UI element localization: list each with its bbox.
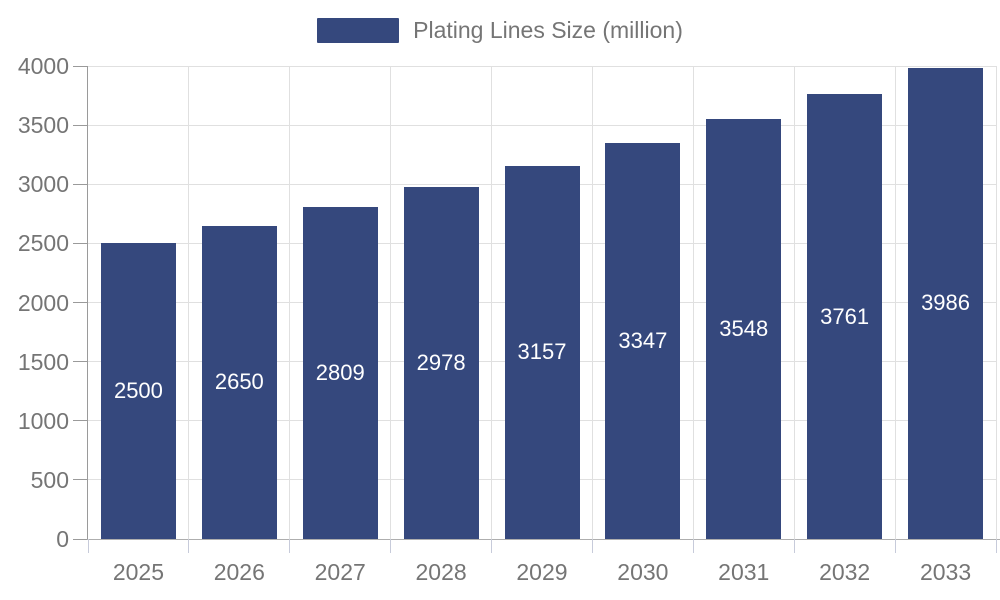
x-axis-tick — [692, 539, 694, 553]
x-axis-tick — [87, 539, 89, 553]
bar-value-label: 3548 — [719, 316, 769, 342]
bar[interactable] — [605, 143, 681, 539]
y-axis-tick — [73, 242, 87, 244]
x-axis-tick — [188, 539, 190, 553]
x-axis-tick — [591, 539, 593, 553]
y-tick-label: 500 — [30, 466, 69, 493]
v-gridline — [692, 66, 694, 539]
x-tick-label: 2032 — [819, 559, 871, 585]
x-axis-tick — [289, 539, 291, 553]
v-gridline — [591, 66, 593, 539]
x-tick-label: 2028 — [415, 559, 467, 585]
h-gridline — [88, 124, 996, 126]
v-gridline — [188, 66, 190, 539]
bar-value-label: 3157 — [517, 339, 567, 365]
y-tick-label: 3500 — [17, 112, 69, 139]
bar[interactable] — [908, 67, 984, 539]
x-axis-tick — [793, 539, 795, 553]
y-tick-label: 2000 — [17, 289, 69, 316]
bar-value-label: 3347 — [618, 328, 668, 354]
x-tick-label: 2033 — [919, 559, 972, 585]
bar[interactable] — [302, 206, 378, 539]
y-axis-tick — [73, 302, 87, 303]
legend-label: Plating Lines Size (million) — [413, 17, 683, 43]
y-tick-label: 4000 — [17, 53, 69, 79]
bar-value-label: 2809 — [315, 359, 365, 385]
v-gridline — [390, 66, 392, 539]
y-axis-tick — [73, 124, 87, 126]
v-gridline — [793, 66, 795, 539]
bar-value-label: 2500 — [113, 378, 163, 404]
y-tick-label: 1000 — [17, 407, 69, 434]
legend-swatch — [317, 18, 400, 43]
x-axis-line — [82, 539, 1000, 540]
v-gridline — [894, 66, 896, 539]
bar-value-label: 2978 — [416, 349, 466, 375]
plot-area: 0 500 1000 1500 2000 2500 3000 3500 4000 2500 2025… — [18, 54, 1000, 584]
bar-value-label: 3986 — [921, 290, 971, 316]
v-gridline — [289, 66, 291, 539]
v-gridline — [491, 66, 493, 539]
x-axis-tick — [995, 539, 997, 553]
y-axis-tick — [73, 538, 87, 540]
x-axis-tick — [491, 539, 493, 553]
y-axis-tick — [73, 183, 87, 185]
v-gridline — [995, 66, 997, 539]
x-axis-tick — [894, 539, 896, 553]
x-tick-label: 2030 — [617, 559, 669, 585]
x-tick-label: 2031 — [718, 559, 770, 585]
y-axis-tick — [73, 420, 87, 422]
bar-value-label: 2650 — [214, 369, 264, 395]
bar[interactable] — [504, 165, 580, 539]
y-axis-line — [87, 66, 88, 539]
x-tick-label: 2029 — [516, 559, 568, 585]
bar[interactable] — [706, 119, 782, 539]
x-axis-tick — [390, 539, 392, 553]
bar-value-label: 3761 — [820, 303, 870, 329]
y-axis-tick — [73, 479, 87, 481]
bar[interactable] — [201, 225, 277, 539]
bar[interactable] — [403, 186, 479, 539]
legend[interactable]: Plating Lines Size (million) — [0, 17, 1000, 44]
bar[interactable] — [807, 94, 883, 539]
x-tick-label: 2025 — [112, 559, 165, 585]
bar[interactable] — [100, 243, 176, 539]
x-tick-label: 2026 — [213, 559, 265, 585]
y-axis-tick — [73, 361, 87, 363]
y-tick-label: 0 — [56, 526, 69, 552]
y-tick-label: 1500 — [17, 348, 69, 375]
h-gridline — [88, 65, 996, 67]
y-axis-tick — [73, 65, 87, 67]
y-tick-label: 2500 — [17, 230, 69, 257]
y-tick-label: 3000 — [17, 171, 69, 198]
x-tick-label: 2027 — [314, 559, 366, 585]
